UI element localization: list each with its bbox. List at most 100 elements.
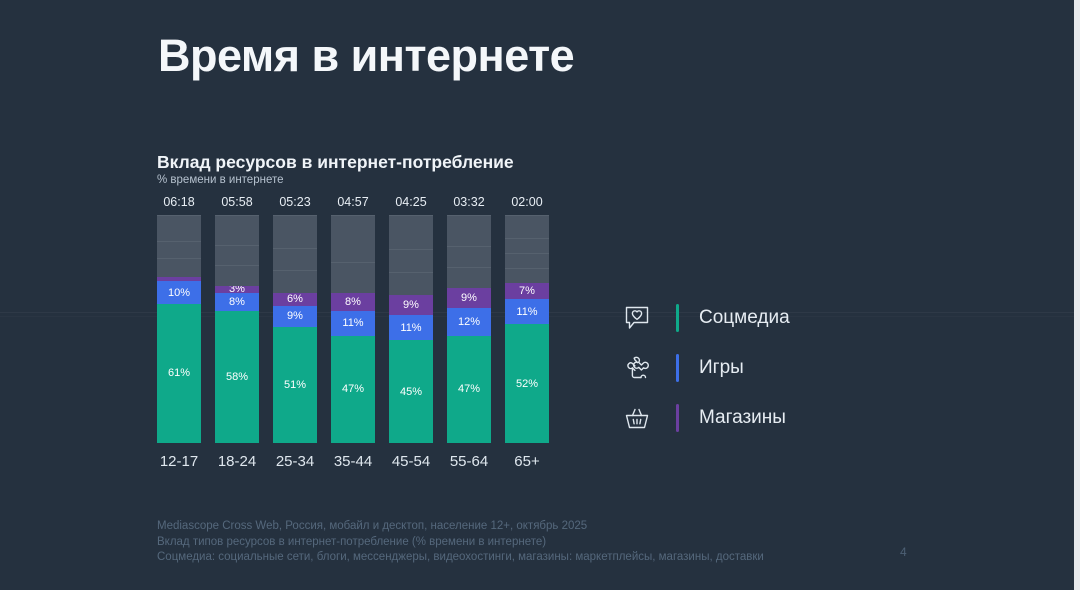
bar-segment[interactable] [505,215,549,284]
bar-subsegment-divider [447,266,491,268]
footnote: Mediascope Cross Web, Россия, мобайл и д… [157,519,764,566]
bar-segment-label: 11% [516,305,538,318]
bar-segment[interactable]: 45% [389,340,433,443]
bar-segment[interactable]: 7% [505,283,549,300]
bar-segment-label: 9% [461,292,477,305]
bar-segment[interactable]: 58% [215,310,259,443]
legend-color-swatch-games [676,354,679,382]
bar-segment[interactable]: 3% [215,285,259,293]
speech-bubble-heart-icon [620,301,654,335]
stacked-bar-chart: 06:18 61% 10% 12-17 05:58 58% 8% 3% 18-24 05:23 51… [157,195,557,485]
x-axis-label: 55-64 [449,453,489,470]
bar-segment[interactable] [447,215,491,288]
bar-top-label: 02:00 [511,195,543,209]
x-axis-label: 35-44 [333,453,373,470]
bar-segment[interactable]: 9% [273,306,317,327]
bar-top-label: 04:57 [337,195,369,209]
bar-subsegment-divider [389,271,433,273]
bar-segment[interactable]: 11% [331,310,375,336]
x-axis-label: 25-34 [275,453,315,470]
bar-segment-label: 45% [399,385,423,398]
footnote-line-2: Вклад типов ресурсов в интернет-потребле… [157,535,547,548]
bar-segment[interactable]: 51% [273,326,317,443]
bar-segment-label: 8% [345,295,361,308]
bar-segment-label: 10% [167,286,191,299]
bar-segment[interactable]: 9% [447,287,491,309]
bar-subsegment-divider [273,248,317,250]
bar-segment[interactable]: 11% [505,299,549,325]
bar-segment[interactable] [157,215,201,277]
legend-color-swatch-shops [676,404,679,432]
x-axis-label: 65+ [514,453,540,470]
bar-segment[interactable] [331,215,375,293]
puzzle-piece-icon [620,351,654,385]
bar-subsegment-divider [157,258,201,260]
bar-subsegment-divider [505,252,549,254]
bar-subsegment-divider [215,265,259,267]
bar-subsegment-divider [505,267,549,269]
bar-segment-label: 7% [519,285,535,298]
bar-segment-label: 51% [283,378,307,391]
legend-label-socmedia: Соцмедиа [699,307,790,328]
footnote-line-3: Соцмедиа: социальные сети, блоги, мессен… [157,551,764,563]
x-axis-label: 12-17 [159,453,199,470]
bar-segment[interactable]: 52% [505,324,549,443]
chart-legend: Соцмедиа Игры [620,293,790,443]
bar-top-label: 05:23 [279,195,311,209]
bar-segment-label: 11% [400,321,422,334]
bar-segment[interactable]: 10% [157,281,201,304]
bar-segment-label: 61% [167,367,191,380]
bar-segment-label: 11% [342,317,364,330]
viewer-right-edge [1074,0,1080,590]
bar-stack[interactable]: 47% 11% 8% [331,215,375,443]
bar-segment[interactable]: 47% [447,335,491,443]
chart-title: Вклад ресурсов в интернет-потребление [157,152,514,172]
legend-item-shops[interactable]: Магазины [620,393,790,443]
bar-segment[interactable]: 61% [157,303,201,443]
legend-label-games: Игры [699,357,744,378]
bar-segment[interactable]: 12% [447,308,491,336]
bar-subsegment-divider [389,249,433,251]
bar-subsegment-divider [215,245,259,247]
page-number: 4 [900,545,907,559]
chart-subtitle: % времени в интернете [157,174,284,186]
bar-segment[interactable]: 11% [389,315,433,341]
bar-segment[interactable] [157,276,201,282]
bar-segment-label: 47% [457,383,481,396]
bar-segment[interactable]: 8% [331,292,375,311]
bar-stack[interactable]: 61% 10% [157,215,201,443]
bar-top-label: 06:18 [163,195,195,209]
bar-top-label: 04:25 [395,195,427,209]
bar-segment[interactable]: 9% [389,294,433,316]
bar-segment[interactable]: 6% [273,292,317,307]
bar-stack[interactable]: 52% 11% 7% [505,215,549,443]
x-axis-label: 45-54 [391,453,431,470]
legend-color-swatch-socmedia [676,304,679,332]
bar-stack[interactable]: 45% 11% 9% [389,215,433,443]
bar-stack[interactable]: 51% 9% 6% [273,215,317,443]
bar-segment[interactable] [389,215,433,295]
x-axis-label: 18-24 [217,453,257,470]
bar-segment-label: 3% [229,285,245,293]
bar-subsegment-divider [273,270,317,271]
bar-subsegment-divider [331,261,375,263]
bar-segment[interactable]: 47% [331,335,375,443]
bar-subsegment-divider [157,241,201,243]
bar-subsegment-divider [505,237,549,239]
bar-segment[interactable] [273,215,317,293]
bar-stack[interactable]: 58% 8% 3% [215,215,259,443]
legend-label-shops: Магазины [699,407,786,428]
bar-segment[interactable]: 8% [215,292,259,311]
bar-segment-label: 8% [229,295,245,308]
legend-item-games[interactable]: Игры [620,343,790,393]
shopping-basket-icon [620,401,654,435]
legend-item-socmedia[interactable]: Соцмедиа [620,293,790,343]
bar-segment[interactable] [215,215,259,286]
bar-segment-label: 47% [341,383,365,396]
bar-segment-label: 9% [287,310,303,323]
bar-segment-label: 9% [403,299,419,312]
bar-segment-label: 12% [457,316,481,329]
bar-stack[interactable]: 47% 12% 9% [447,215,491,443]
bar-top-label: 03:32 [453,195,485,209]
